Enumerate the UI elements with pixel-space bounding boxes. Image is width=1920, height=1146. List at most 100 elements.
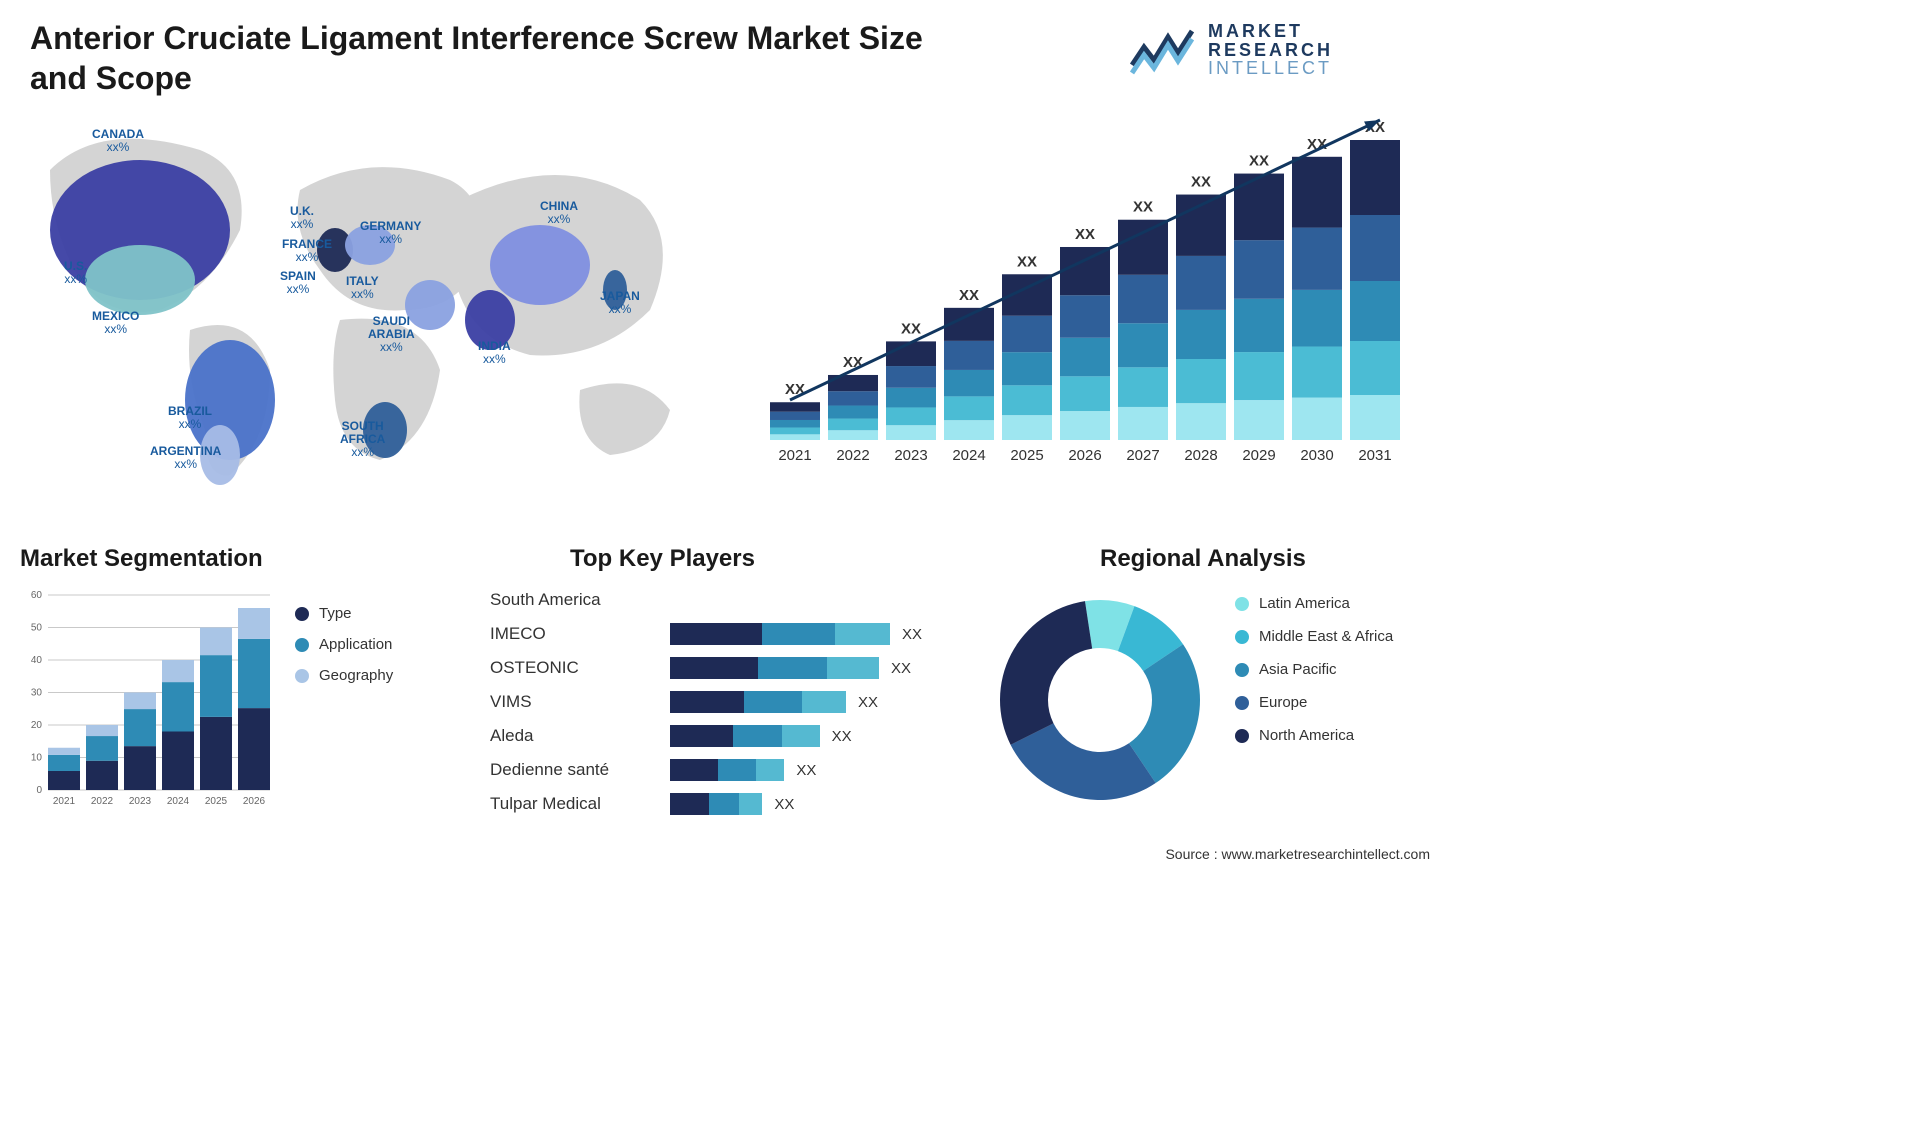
key-player-value: XX <box>858 694 878 711</box>
svg-text:10: 10 <box>31 753 43 764</box>
key-player-bar <box>670 657 879 679</box>
key-player-bar-seg <box>670 691 744 713</box>
legend-item: Europe <box>1235 694 1393 711</box>
svg-text:40: 40 <box>31 655 43 666</box>
svg-text:2027: 2027 <box>1126 447 1159 464</box>
svg-text:XX: XX <box>1075 226 1095 243</box>
regional-donut-svg <box>990 590 1210 810</box>
legend-dot-icon <box>1235 597 1249 611</box>
logo-text: MARKET RESEARCH INTELLECT <box>1208 22 1333 79</box>
svg-text:2028: 2028 <box>1184 447 1217 464</box>
segmentation-chart: 0102030405060202120222023202420252026 <box>20 585 280 815</box>
legend-label: Europe <box>1259 694 1307 711</box>
key-player-row: IMECO XX <box>490 617 960 651</box>
legend-item: Asia Pacific <box>1235 661 1393 678</box>
svg-text:0: 0 <box>36 785 42 796</box>
key-player-label: OSTEONIC <box>490 658 670 678</box>
map-label: GERMANYxx% <box>360 220 421 246</box>
segmentation-legend: Type Application Geography <box>295 605 393 684</box>
key-player-value: XX <box>891 660 911 677</box>
key-player-bar-seg <box>718 759 756 781</box>
logo-line1: MARKET <box>1208 22 1333 41</box>
svg-text:2029: 2029 <box>1242 447 1275 464</box>
key-player-label: Aleda <box>490 726 670 746</box>
map-label: SAUDIARABIAxx% <box>368 315 415 355</box>
map-label: INDIAxx% <box>478 340 511 366</box>
key-player-value: XX <box>796 762 816 779</box>
key-player-row: South America <box>490 583 960 617</box>
legend-dot-icon <box>1235 696 1249 710</box>
key-player-bar-seg <box>733 725 782 747</box>
legend-dot-icon <box>295 607 309 621</box>
logo-line3: INTELLECT <box>1208 59 1333 78</box>
key-player-row: Dedienne santéXX <box>490 753 960 787</box>
key-player-bar-seg <box>744 691 802 713</box>
svg-text:2026: 2026 <box>243 796 266 807</box>
key-player-bar <box>670 759 784 781</box>
svg-text:2031: 2031 <box>1358 447 1391 464</box>
world-map: CANADAxx%U.S.xx%MEXICOxx%BRAZILxx%ARGENT… <box>20 110 710 490</box>
key-players-list: South AmericaIMECOXXOSTEONICXXVIMSXXAled… <box>490 583 960 821</box>
svg-text:2021: 2021 <box>53 796 76 807</box>
map-label: U.S.xx% <box>64 260 87 286</box>
svg-text:60: 60 <box>31 590 43 601</box>
key-player-bar-seg <box>709 793 739 815</box>
map-label: JAPANxx% <box>600 290 640 316</box>
growth-chart-svg: XX2021XX2022XX2023XX2024XX2025XX2026XX20… <box>740 100 1420 480</box>
svg-text:2026: 2026 <box>1068 447 1101 464</box>
key-player-label: Tulpar Medical <box>490 794 670 814</box>
key-player-label: IMECO <box>490 624 670 644</box>
map-label: SPAINxx% <box>280 270 316 296</box>
legend-label: Middle East & Africa <box>1259 628 1393 645</box>
legend-label: North America <box>1259 727 1354 744</box>
key-player-label: South America <box>490 590 670 610</box>
svg-text:2023: 2023 <box>129 796 152 807</box>
svg-text:XX: XX <box>1191 174 1211 191</box>
key-player-bar-seg <box>827 657 879 679</box>
svg-text:2030: 2030 <box>1300 447 1333 464</box>
legend-dot-icon <box>1235 630 1249 644</box>
key-player-bar-seg <box>802 691 846 713</box>
key-player-bar-seg <box>670 657 758 679</box>
legend-item: North America <box>1235 727 1393 744</box>
legend-item: Type <box>295 605 393 622</box>
key-player-bar <box>670 725 820 747</box>
map-label: SOUTHAFRICAxx% <box>340 420 385 460</box>
legend-label: Type <box>319 605 352 622</box>
key-player-bar-seg <box>782 725 819 747</box>
regional-analysis-section: Regional Analysis Latin AmericaMiddle Ea… <box>990 545 1430 835</box>
svg-text:2021: 2021 <box>778 447 811 464</box>
logo-line2: RESEARCH <box>1208 41 1333 60</box>
key-player-bar-seg <box>670 759 718 781</box>
legend-item: Application <box>295 636 393 653</box>
legend-item: Latin America <box>1235 595 1393 612</box>
map-label: BRAZILxx% <box>168 405 212 431</box>
regional-donut <box>990 590 1210 810</box>
key-players-section: Top Key Players South AmericaIMECOXXOSTE… <box>490 545 960 835</box>
key-player-bar-seg <box>758 657 827 679</box>
logo-mark-icon <box>1130 25 1196 75</box>
key-player-bar-seg <box>762 623 835 645</box>
map-label: U.K.xx% <box>290 205 314 231</box>
map-label: FRANCExx% <box>282 238 332 264</box>
svg-text:30: 30 <box>31 688 43 699</box>
map-label: MEXICOxx% <box>92 310 139 336</box>
svg-text:20: 20 <box>31 720 43 731</box>
key-player-value: XX <box>902 626 922 643</box>
key-player-row: OSTEONIC XX <box>490 651 960 685</box>
brand-logo: MARKET RESEARCH INTELLECT <box>1130 15 1430 85</box>
key-player-bar-seg <box>670 793 709 815</box>
map-label: CANADAxx% <box>92 128 144 154</box>
svg-text:2025: 2025 <box>205 796 228 807</box>
key-player-row: VIMSXX <box>490 685 960 719</box>
regional-legend: Latin America Middle East & Africa Asia Pa… <box>1235 595 1393 744</box>
growth-chart: XX2021XX2022XX2023XX2024XX2025XX2026XX20… <box>740 100 1420 480</box>
svg-text:XX: XX <box>1133 199 1153 216</box>
svg-text:2024: 2024 <box>952 447 985 464</box>
svg-text:2022: 2022 <box>91 796 114 807</box>
key-player-bar-seg <box>670 623 762 645</box>
legend-item: Geography <box>295 667 393 684</box>
key-player-bar-seg <box>670 725 733 747</box>
market-segmentation-section: Market Segmentation 01020304050602021202… <box>20 545 460 835</box>
svg-text:XX: XX <box>959 287 979 304</box>
